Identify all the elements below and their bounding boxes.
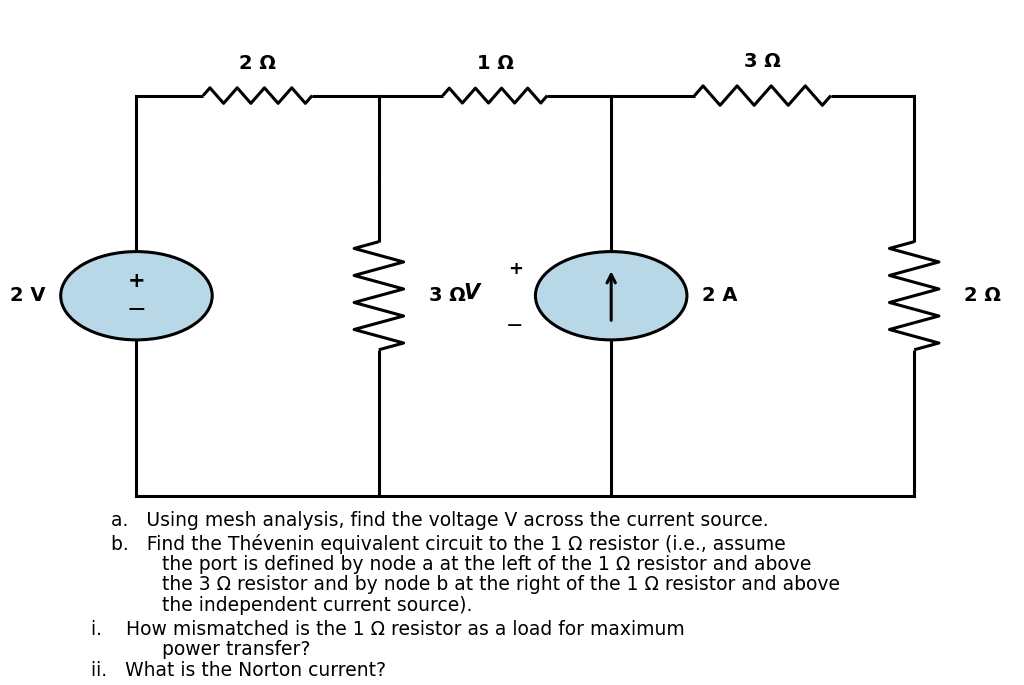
Text: 2 Ω: 2 Ω — [240, 54, 276, 73]
Text: the port is defined by node a at the left of the 1 Ω resistor and above: the port is defined by node a at the lef… — [162, 555, 811, 574]
Circle shape — [536, 251, 687, 340]
Text: 2 V: 2 V — [10, 286, 45, 306]
Text: the 3 Ω resistor and by node b at the right of the 1 Ω resistor and above: the 3 Ω resistor and by node b at the ri… — [162, 575, 840, 595]
Text: +: + — [128, 271, 145, 291]
Text: b.   Find the Thévenin equivalent circuit to the 1 Ω resistor (i.e., assume: b. Find the Thévenin equivalent circuit … — [112, 534, 786, 554]
Text: i.    How mismatched is the 1 Ω resistor as a load for maximum: i. How mismatched is the 1 Ω resistor as… — [91, 619, 685, 638]
Text: a.   Using mesh analysis, find the voltage V across the current source.: a. Using mesh analysis, find the voltage… — [112, 510, 769, 530]
Text: 2 Ω: 2 Ω — [965, 286, 1001, 306]
Text: ii.   What is the Norton current?: ii. What is the Norton current? — [91, 661, 386, 680]
Text: 2 A: 2 A — [702, 286, 737, 306]
Text: 1 Ω: 1 Ω — [476, 54, 513, 73]
Circle shape — [60, 251, 212, 340]
Text: −: − — [506, 316, 523, 336]
Text: 3 Ω: 3 Ω — [429, 286, 466, 306]
Text: V: V — [464, 283, 480, 303]
Text: the independent current source).: the independent current source). — [162, 596, 472, 615]
Text: +: + — [508, 260, 523, 278]
Text: power transfer?: power transfer? — [162, 640, 310, 659]
Text: 3 Ω: 3 Ω — [744, 52, 781, 71]
Text: −: − — [127, 299, 146, 323]
